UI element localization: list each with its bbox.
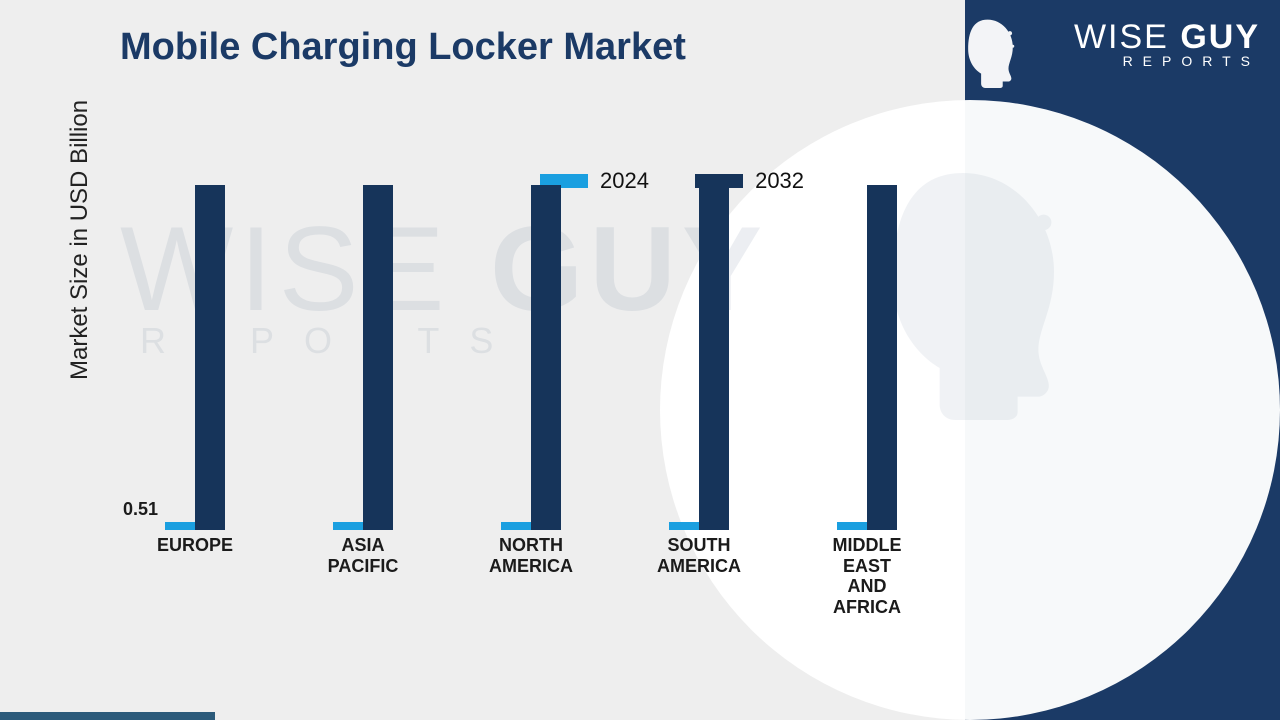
x-axis-label: MIDDLEEASTANDAFRICA (792, 535, 942, 618)
bar (363, 185, 393, 530)
brand-head-icon (948, 16, 1020, 88)
bar (531, 185, 561, 530)
chart-title: Mobile Charging Locker Market (120, 26, 686, 69)
bar (867, 185, 897, 530)
bar (699, 185, 729, 530)
brand-logo: WISE GUY REPORTS (1074, 18, 1260, 69)
bar (195, 185, 225, 530)
bar-chart: 0.51 (120, 185, 960, 530)
x-axis-label: SOUTHAMERICA (624, 535, 774, 576)
x-axis-label: NORTHAMERICA (456, 535, 606, 576)
bar (501, 522, 531, 530)
x-axis-label: EUROPE (120, 535, 270, 556)
brand-text-b: GUY (1180, 18, 1260, 56)
x-axis-label: ASIAPACIFIC (288, 535, 438, 576)
y-axis-label: Market Size in USD Billion (66, 100, 94, 380)
bar (333, 522, 363, 530)
bar (165, 522, 195, 530)
bottom-strip (0, 712, 215, 720)
value-label: 0.51 (123, 499, 158, 520)
page: WISE GUY REPORTS WISE GUY REPORTS Mobile… (0, 0, 1280, 720)
bar (669, 522, 699, 530)
bar (837, 522, 867, 530)
brand-text-a: WISE (1074, 18, 1169, 56)
